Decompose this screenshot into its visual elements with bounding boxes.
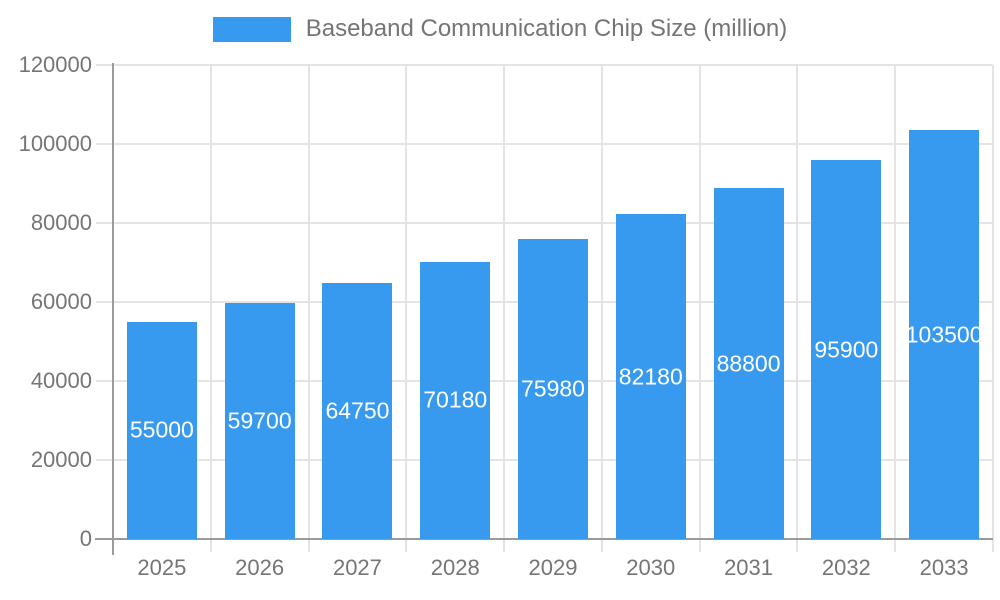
y-tick-label: 80000 xyxy=(30,210,92,235)
y-tick-label: 60000 xyxy=(30,289,92,314)
v-gridline xyxy=(503,65,506,552)
y-tick-label: 120000 xyxy=(18,52,92,77)
v-gridline xyxy=(307,65,310,552)
x-tick-label: 2026 xyxy=(235,555,285,580)
y-tick-label: 40000 xyxy=(30,368,92,393)
bar[interactable] xyxy=(224,303,295,539)
v-gridline xyxy=(405,65,408,552)
bar[interactable] xyxy=(909,130,980,539)
v-gridline xyxy=(894,65,897,552)
x-tick-label: 2025 xyxy=(137,555,187,580)
v-gridline xyxy=(992,65,994,552)
x-tick-label: 2030 xyxy=(626,555,676,580)
v-gridline xyxy=(698,65,701,552)
v-gridline xyxy=(796,65,799,552)
bar[interactable] xyxy=(420,261,491,539)
bar-value-label: 55000 xyxy=(129,416,194,443)
bar[interactable] xyxy=(126,321,197,539)
bar[interactable] xyxy=(811,160,882,539)
bar-value-label: 103500 xyxy=(905,321,983,348)
h-gridline xyxy=(96,222,993,224)
legend-swatch xyxy=(212,16,291,42)
h-gridline xyxy=(96,143,993,145)
bar[interactable] xyxy=(518,238,588,539)
x-tick-label: 2032 xyxy=(821,555,871,580)
bar-value-label: 88800 xyxy=(716,350,781,377)
x-tick-label: 2028 xyxy=(430,555,480,580)
x-tick-label: 2027 xyxy=(332,555,382,580)
bar-value-label: 82180 xyxy=(618,363,683,390)
legend[interactable]: Baseband Communication Chip Size (millio… xyxy=(0,15,1000,43)
y-axis-line xyxy=(112,63,114,555)
x-tick-label: 2029 xyxy=(528,555,578,580)
legend-label: Baseband Communication Chip Size (millio… xyxy=(305,15,788,42)
y-tick-label: 0 xyxy=(79,526,92,551)
y-tick-label: 100000 xyxy=(18,131,92,156)
bar-value-label: 75980 xyxy=(521,375,585,402)
x-tick-label: 2033 xyxy=(919,555,969,580)
v-gridline xyxy=(600,65,603,552)
bar-value-label: 95900 xyxy=(814,336,879,363)
bar-value-label: 70180 xyxy=(423,386,488,413)
bar-value-label: 64750 xyxy=(325,397,390,424)
x-tick-label: 2031 xyxy=(724,555,774,580)
bar[interactable] xyxy=(713,188,784,539)
bar-value-label: 59700 xyxy=(227,407,292,434)
bar[interactable] xyxy=(322,283,393,539)
v-gridline xyxy=(209,65,212,552)
y-tick-label: 20000 xyxy=(30,447,92,472)
bar[interactable] xyxy=(615,214,686,539)
x-axis-line xyxy=(95,538,993,540)
h-gridline xyxy=(96,64,993,66)
